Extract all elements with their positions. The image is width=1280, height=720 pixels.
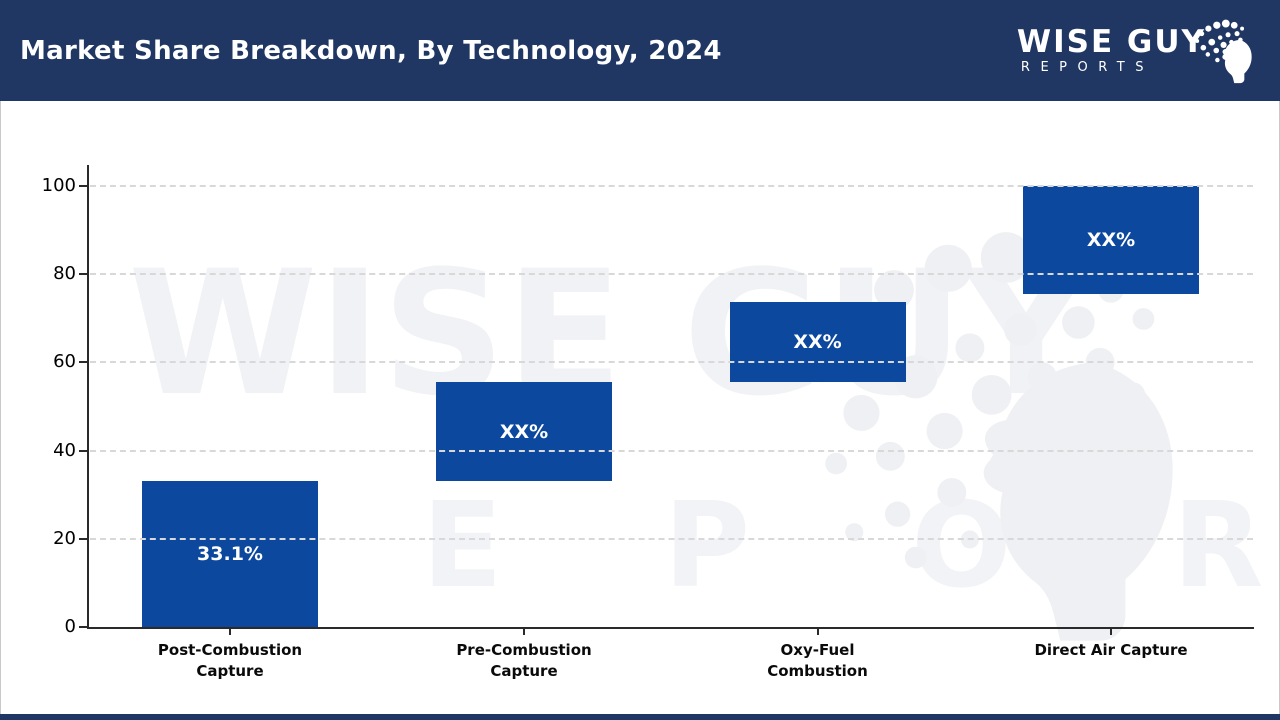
y-axis-label-80: 80 — [53, 263, 76, 285]
wise-guy-logo: WISE GUY REPORTS — [1017, 14, 1254, 87]
logo-face-icon — [1195, 19, 1252, 84]
y-axis-line — [87, 165, 89, 629]
bar-value-label-pre-combustion-capture: XX% — [499, 420, 549, 443]
y-tick-100 — [79, 185, 88, 187]
x-category-label-line: Combustion — [767, 662, 868, 680]
bar-pre-combustion-capture — [436, 382, 612, 482]
x-tick-oxy-fuel-combustion — [816, 629, 819, 635]
bar-post-combustion-capture — [142, 481, 318, 627]
x-category-label-post-combustion-capture: Post-Combustion Capture — [90, 640, 370, 682]
y-axis-label-0: 0 — [64, 616, 76, 637]
x-category-label-line: Post-Combustion — [157, 641, 303, 659]
x-category-label-line: Oxy-Fuel — [780, 641, 855, 659]
bar-value-label-oxy-fuel-combustion: XX% — [793, 331, 842, 354]
grid-line-40 — [90, 449, 1253, 452]
x-category-label-line: Direct Air Capture — [1034, 641, 1188, 659]
x-tick-post-combustion-capture — [229, 629, 231, 635]
y-axis-label-100: 100 — [41, 175, 76, 196]
logo-wordmark: WISE GUY — [1016, 24, 1206, 60]
logo-text: WISE GUY REPORTS — [1016, 24, 1206, 75]
logo-subtext: REPORTS — [1020, 60, 1155, 75]
page-title: Market Share Breakdown, By Technology, 2… — [20, 35, 722, 66]
y-tick-40 — [79, 449, 88, 452]
grid-line-20 — [90, 537, 1253, 540]
header: Market Share Breakdown, By Technology, 2… — [0, 0, 1280, 101]
bar-value-label-direct-air-capture: XX% — [1086, 229, 1136, 252]
bar-value-label-post-combustion-capture: 33.1% — [197, 543, 263, 565]
x-tick-direct-air-capture — [1110, 629, 1112, 635]
x-category-label-line: Pre-Combustion — [456, 641, 592, 659]
y-tick-80 — [79, 273, 88, 276]
y-axis-label-60: 60 — [53, 351, 76, 373]
x-category-label-pre-combustion-capture: Pre-Combustion Capture — [384, 640, 664, 682]
footer-strip — [0, 714, 1280, 720]
grid-line-60 — [90, 361, 1253, 364]
y-tick-0 — [79, 626, 88, 628]
grid-line-80 — [90, 273, 1253, 276]
x-category-label-line: Capture — [196, 662, 264, 680]
y-tick-60 — [79, 361, 88, 364]
x-category-label-line: Capture — [490, 662, 558, 680]
y-tick-20 — [79, 537, 88, 540]
x-axis-line — [87, 627, 1254, 629]
y-axis-label-20: 20 — [53, 527, 76, 549]
x-category-label-oxy-fuel-combustion: Oxy-Fuel Combustion — [678, 640, 958, 682]
x-tick-pre-combustion-capture — [523, 629, 525, 635]
y-axis-label-40: 40 — [53, 439, 76, 461]
x-category-label-direct-air-capture: Direct Air Capture — [971, 640, 1251, 661]
grid-line-100 — [90, 185, 1253, 187]
